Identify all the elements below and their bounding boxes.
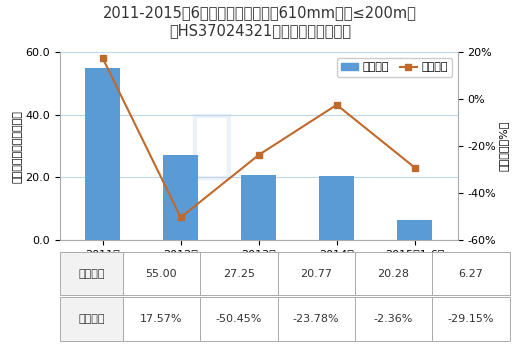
FancyBboxPatch shape: [60, 252, 123, 295]
Text: 17.57%: 17.57%: [140, 314, 183, 324]
Text: 6.27: 6.27: [459, 269, 484, 279]
Text: 同比增长: 同比增长: [78, 314, 105, 324]
Text: 20.77: 20.77: [300, 269, 332, 279]
FancyBboxPatch shape: [200, 252, 278, 295]
Text: 27.25: 27.25: [223, 269, 255, 279]
Text: -50.45%: -50.45%: [216, 314, 262, 324]
Bar: [397, 220, 432, 240]
FancyBboxPatch shape: [432, 298, 510, 341]
Text: 出口数量: 出口数量: [78, 269, 105, 279]
FancyBboxPatch shape: [278, 298, 355, 341]
Text: -2.36%: -2.36%: [374, 314, 413, 324]
Text: 20.28: 20.28: [378, 269, 410, 279]
Bar: [85, 68, 120, 240]
FancyBboxPatch shape: [123, 252, 200, 295]
FancyBboxPatch shape: [355, 252, 432, 295]
FancyBboxPatch shape: [60, 298, 123, 341]
FancyBboxPatch shape: [200, 298, 278, 341]
FancyBboxPatch shape: [278, 252, 355, 295]
Text: 万: 万: [188, 109, 234, 183]
Bar: [319, 176, 354, 240]
Legend: 出口数量, 同比增长: 出口数量, 同比增长: [337, 58, 452, 77]
Y-axis label: 同比增长（%）: 同比增长（%）: [499, 121, 509, 171]
Text: -29.15%: -29.15%: [448, 314, 494, 324]
Text: 55.00: 55.00: [146, 269, 177, 279]
Bar: [241, 175, 276, 240]
Text: （HS37024321）出口量及增速统计: （HS37024321）出口量及增速统计: [169, 23, 351, 38]
Y-axis label: 出口数量（万（平方米）: 出口数量（万（平方米）: [12, 110, 22, 183]
FancyBboxPatch shape: [432, 252, 510, 295]
Text: -23.78%: -23.78%: [293, 314, 340, 324]
Text: 2011-2015年6月激光照排片（宽＞610mm，长≤200m）: 2011-2015年6月激光照排片（宽＞610mm，长≤200m）: [103, 5, 417, 20]
FancyBboxPatch shape: [123, 298, 200, 341]
FancyBboxPatch shape: [355, 298, 432, 341]
Bar: [163, 155, 198, 240]
